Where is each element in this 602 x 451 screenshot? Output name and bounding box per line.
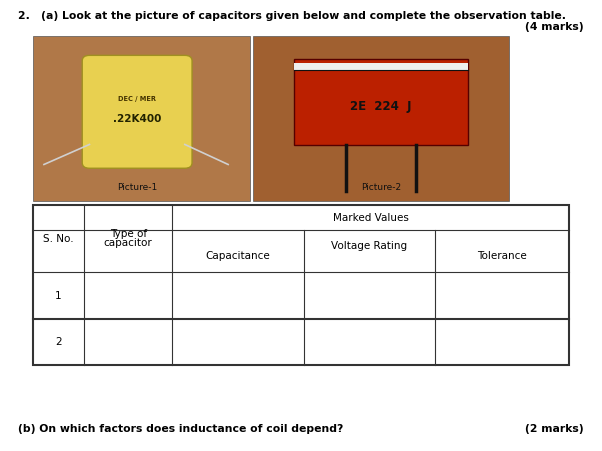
Text: 2: 2: [55, 337, 62, 347]
Bar: [33, 36, 250, 201]
Text: 2.   (a) Look at the picture of capacitors given below and complete the observat: 2. (a) Look at the picture of capacitors…: [18, 11, 566, 21]
Bar: [33, 205, 569, 365]
Bar: [294, 64, 468, 70]
Text: 2E  224  J: 2E 224 J: [350, 100, 412, 113]
Bar: [294, 59, 468, 145]
Text: 1: 1: [55, 290, 62, 301]
Text: S. No.: S. No.: [43, 234, 74, 244]
Text: Type of: Type of: [110, 229, 147, 239]
Text: DEC / MER: DEC / MER: [118, 96, 156, 101]
Text: Picture-1: Picture-1: [117, 183, 157, 192]
Text: Voltage Rating: Voltage Rating: [331, 241, 408, 251]
FancyBboxPatch shape: [82, 55, 192, 168]
Text: .22K400: .22K400: [113, 114, 161, 124]
Text: Marked Values: Marked Values: [333, 212, 409, 223]
Text: Tolerance: Tolerance: [477, 251, 527, 261]
Text: Capacitance: Capacitance: [206, 251, 270, 261]
Text: capacitor: capacitor: [104, 238, 152, 248]
Text: Picture-2: Picture-2: [361, 183, 401, 192]
Text: (b) On which factors does inductance of coil depend?: (b) On which factors does inductance of …: [18, 424, 343, 434]
Text: (2 marks): (2 marks): [526, 424, 584, 434]
Bar: [33, 205, 569, 365]
Text: (4 marks): (4 marks): [526, 22, 584, 32]
Bar: [253, 36, 509, 201]
